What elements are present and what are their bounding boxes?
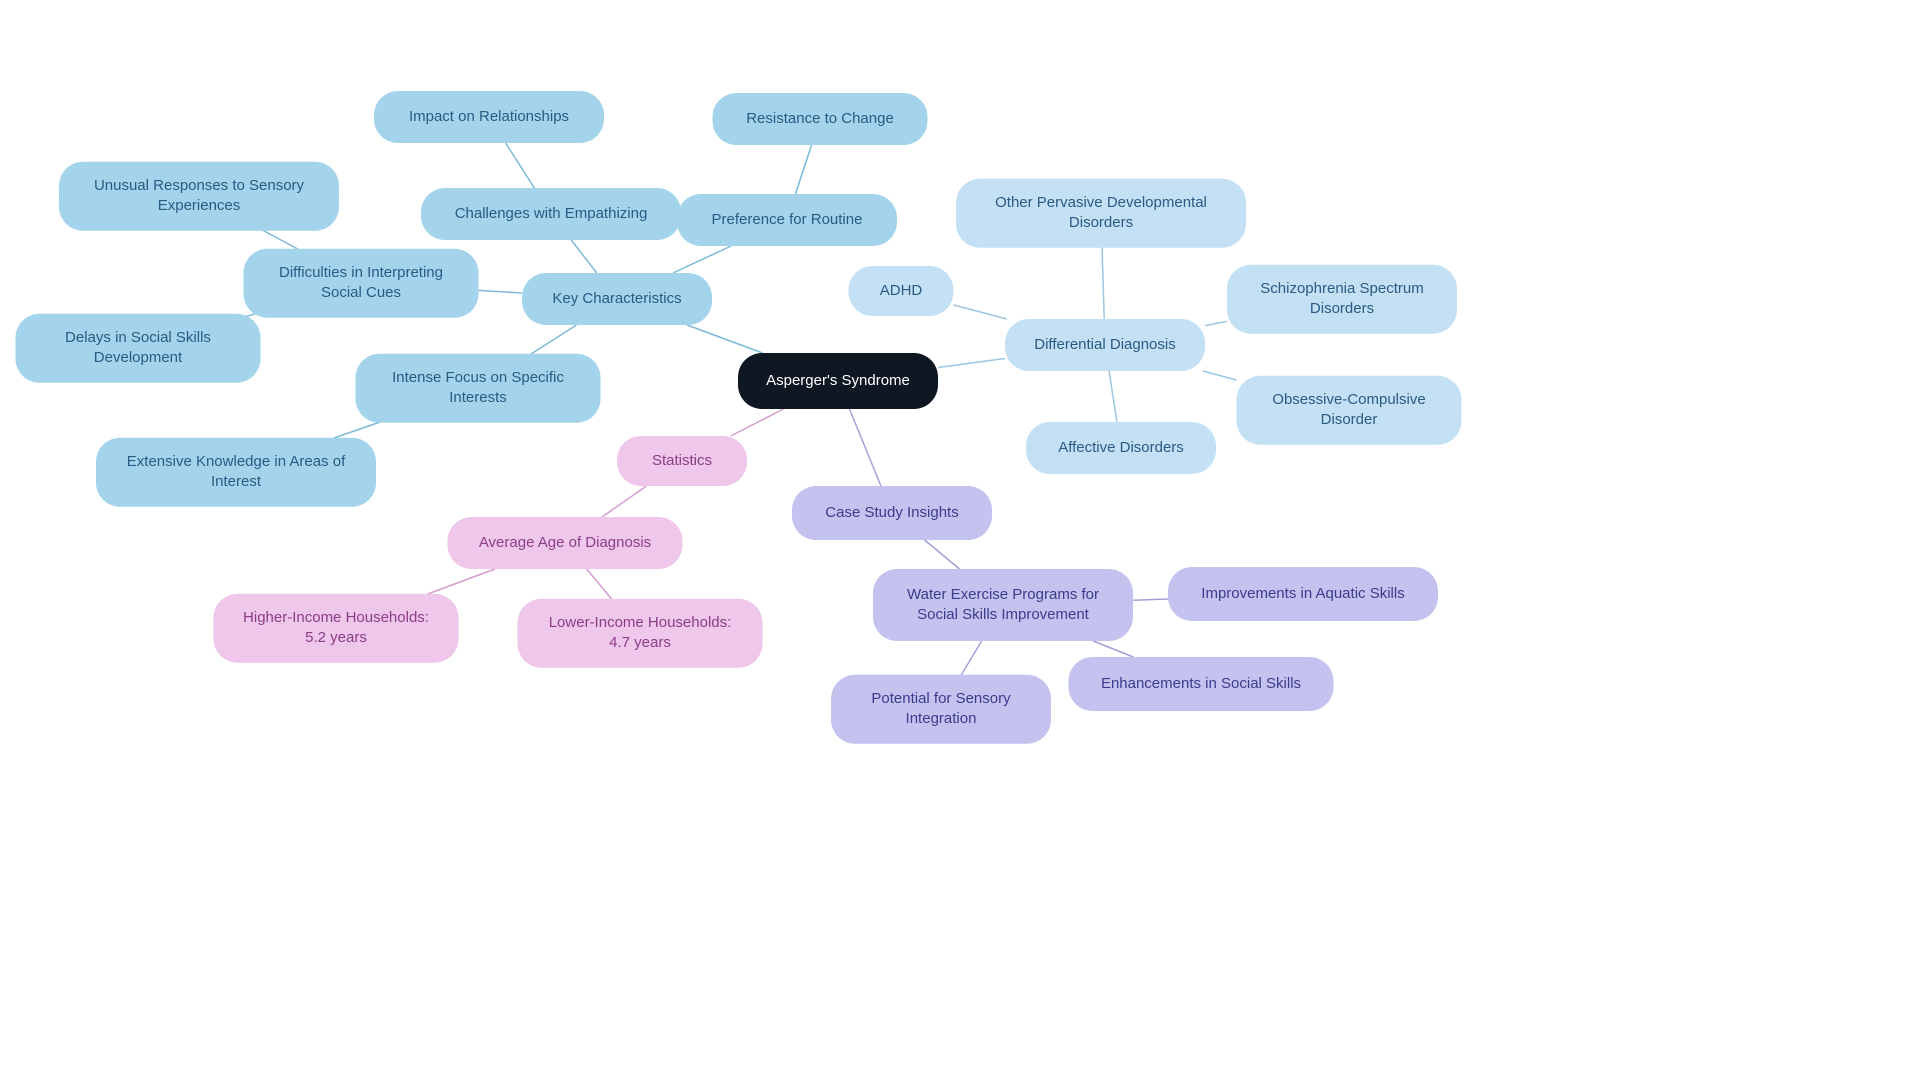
node-schizo: Schizophrenia Spectrum Disorders — [1227, 265, 1457, 334]
edge-pref-resist — [795, 145, 811, 194]
node-affect: Affective Disorders — [1026, 422, 1216, 474]
edge-water-sens — [961, 641, 981, 675]
node-sensory: Unusual Responses to Sensory Experiences — [59, 162, 339, 231]
edge-key-focus — [531, 325, 576, 354]
edge-key-cues — [479, 290, 523, 293]
node-impact: Impact on Relationships — [374, 91, 604, 143]
node-adhd: ADHD — [849, 266, 954, 316]
node-pdd: Other Pervasive Developmental Disorders — [956, 179, 1246, 248]
node-enh: Enhancements in Social Skills — [1069, 657, 1334, 711]
node-higher: Higher-Income Households: 5.2 years — [214, 594, 459, 663]
edge-key-emp — [571, 240, 597, 273]
node-resist: Resistance to Change — [713, 93, 928, 145]
node-cues: Difficulties in Interpreting Social Cues — [244, 249, 479, 318]
edge-case-water — [925, 540, 960, 569]
edge-key-pref — [673, 246, 731, 273]
edge-diff-schizo — [1205, 321, 1227, 325]
node-improve: Improvements in Aquatic Skills — [1168, 567, 1438, 621]
node-case: Case Study Insights — [792, 486, 992, 540]
edge-root-key — [687, 325, 762, 353]
edge-root-diff — [938, 358, 1005, 367]
node-water: Water Exercise Programs for Social Skill… — [873, 569, 1133, 641]
node-root: Asperger's Syndrome — [738, 353, 938, 409]
edge-diff-affect — [1109, 371, 1117, 422]
edge-diff-ocd — [1203, 371, 1237, 380]
node-age: Average Age of Diagnosis — [448, 517, 683, 569]
node-emp: Challenges with Empathizing — [421, 188, 681, 240]
node-knowl: Extensive Knowledge in Areas of Interest — [96, 438, 376, 507]
node-delays: Delays in Social Skills Development — [16, 314, 261, 383]
edge-diff-pdd — [1102, 247, 1104, 319]
node-key: Key Characteristics — [522, 273, 712, 325]
node-stats: Statistics — [617, 436, 747, 486]
node-ocd: Obsessive-Compulsive Disorder — [1237, 376, 1462, 445]
edge-emp-impact — [506, 143, 535, 188]
edge-diff-adhd — [954, 305, 1007, 319]
edge-age-higher — [428, 569, 495, 594]
edge-cues-sensory — [262, 230, 297, 249]
edge-root-stats — [731, 409, 784, 436]
node-lower: Lower-Income Households: 4.7 years — [518, 599, 763, 668]
edge-water-enh — [1093, 641, 1133, 657]
edge-stats-age — [602, 486, 646, 517]
edge-focus-knowl — [334, 422, 380, 438]
node-focus: Intense Focus on Specific Interests — [356, 354, 601, 423]
node-diff: Differential Diagnosis — [1005, 319, 1205, 371]
node-pref: Preference for Routine — [677, 194, 897, 246]
edge-root-case — [849, 409, 881, 486]
edge-age-lower — [587, 569, 612, 599]
node-sens: Potential for Sensory Integration — [831, 675, 1051, 744]
edge-water-improve — [1133, 599, 1168, 600]
